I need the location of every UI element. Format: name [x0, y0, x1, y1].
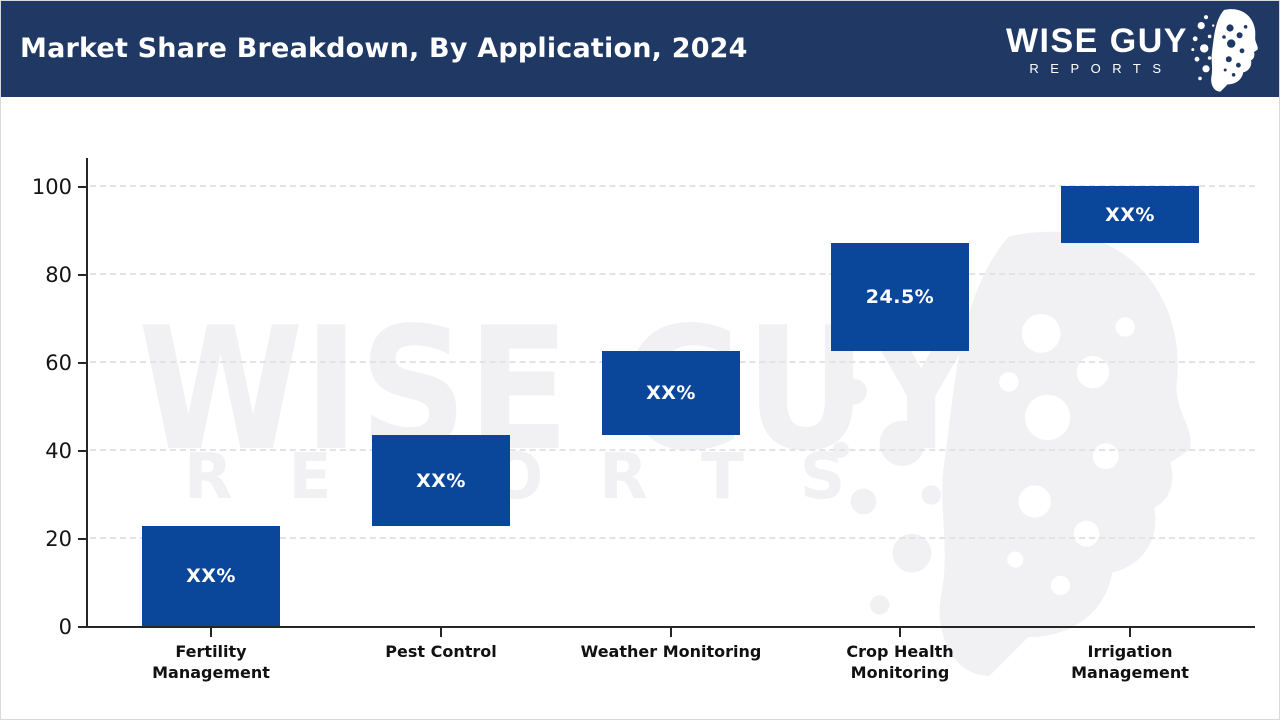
y-tick-label: 60: [45, 351, 72, 375]
x-category-label-line: Management: [152, 663, 270, 682]
y-tick-mark: [78, 626, 86, 628]
bar-irrigation-management: XX%: [1061, 186, 1199, 244]
x-category-label-line: Irrigation: [1087, 642, 1173, 661]
x-tick-mark: [210, 628, 212, 637]
bar-value-label-irrigation-management: XX%: [1105, 203, 1155, 226]
brand-logo-text: WISE GUY REPORTS: [1006, 23, 1188, 76]
bar-value-label-fertility-management: XX%: [186, 565, 236, 588]
y-tick-mark: [78, 186, 86, 188]
x-tick-mark: [670, 628, 672, 637]
y-tick-label: 40: [45, 439, 72, 463]
x-category-label-line: Management: [1071, 663, 1189, 682]
x-tick-mark: [899, 628, 901, 637]
gridline-100: [90, 185, 1255, 187]
x-category-label-fertility-management: Fertility Management: [96, 641, 326, 683]
brand-subname: REPORTS: [1029, 60, 1173, 76]
y-axis-line: [86, 158, 88, 628]
bar-value-label-weather-monitoring: XX%: [646, 382, 696, 405]
x-tick-mark: [440, 628, 442, 637]
bar-crop-health-monitoring: 24.5%: [831, 243, 969, 351]
y-tick-mark: [78, 362, 86, 364]
header: Market Share Breakdown, By Application, …: [0, 0, 1280, 97]
brand-logo: WISE GUY REPORTS: [1006, 4, 1270, 94]
y-tick-label: 80: [45, 263, 72, 287]
gridline-80: [90, 273, 1255, 275]
x-axis-line: [86, 626, 1255, 628]
bar-value-label-crop-health-monitoring: 24.5%: [865, 286, 935, 309]
x-category-label-weather-monitoring: Weather Monitoring: [556, 641, 786, 662]
x-category-label-line: Weather Monitoring: [580, 642, 762, 661]
x-category-label-line: Pest Control: [385, 642, 497, 661]
x-category-label-crop-health-monitoring: Crop Health Monitoring: [785, 641, 1015, 683]
y-tick-mark: [78, 538, 86, 540]
x-category-label-line: Fertility: [175, 642, 247, 661]
x-category-label-irrigation-management: Irrigation Management: [1015, 641, 1245, 683]
x-category-label-line: Crop Health: [846, 642, 954, 661]
page-title: Market Share Breakdown, By Application, …: [20, 33, 748, 64]
y-tick-label: 20: [45, 527, 72, 551]
y-tick-mark: [78, 450, 86, 452]
y-tick-label: 100: [31, 175, 72, 199]
y-tick-mark: [78, 274, 86, 276]
bar-weather-monitoring: XX%: [602, 351, 740, 436]
gridline-40: [90, 449, 1255, 451]
bar-fertility-management: XX%: [142, 526, 280, 626]
x-category-label-pest-control: Pest Control: [326, 641, 556, 662]
gridline-20: [90, 537, 1255, 539]
brand-name: WISE GUY: [1005, 21, 1188, 60]
x-tick-mark: [1129, 628, 1131, 637]
x-category-label-line: Monitoring: [850, 663, 950, 682]
watermark-text-reports: REPORTS: [184, 440, 902, 513]
bar-value-label-pest-control: XX%: [416, 469, 466, 492]
logo-face-icon: [1184, 4, 1270, 94]
y-tick-label: 0: [58, 615, 72, 639]
bar-pest-control: XX%: [372, 435, 510, 527]
